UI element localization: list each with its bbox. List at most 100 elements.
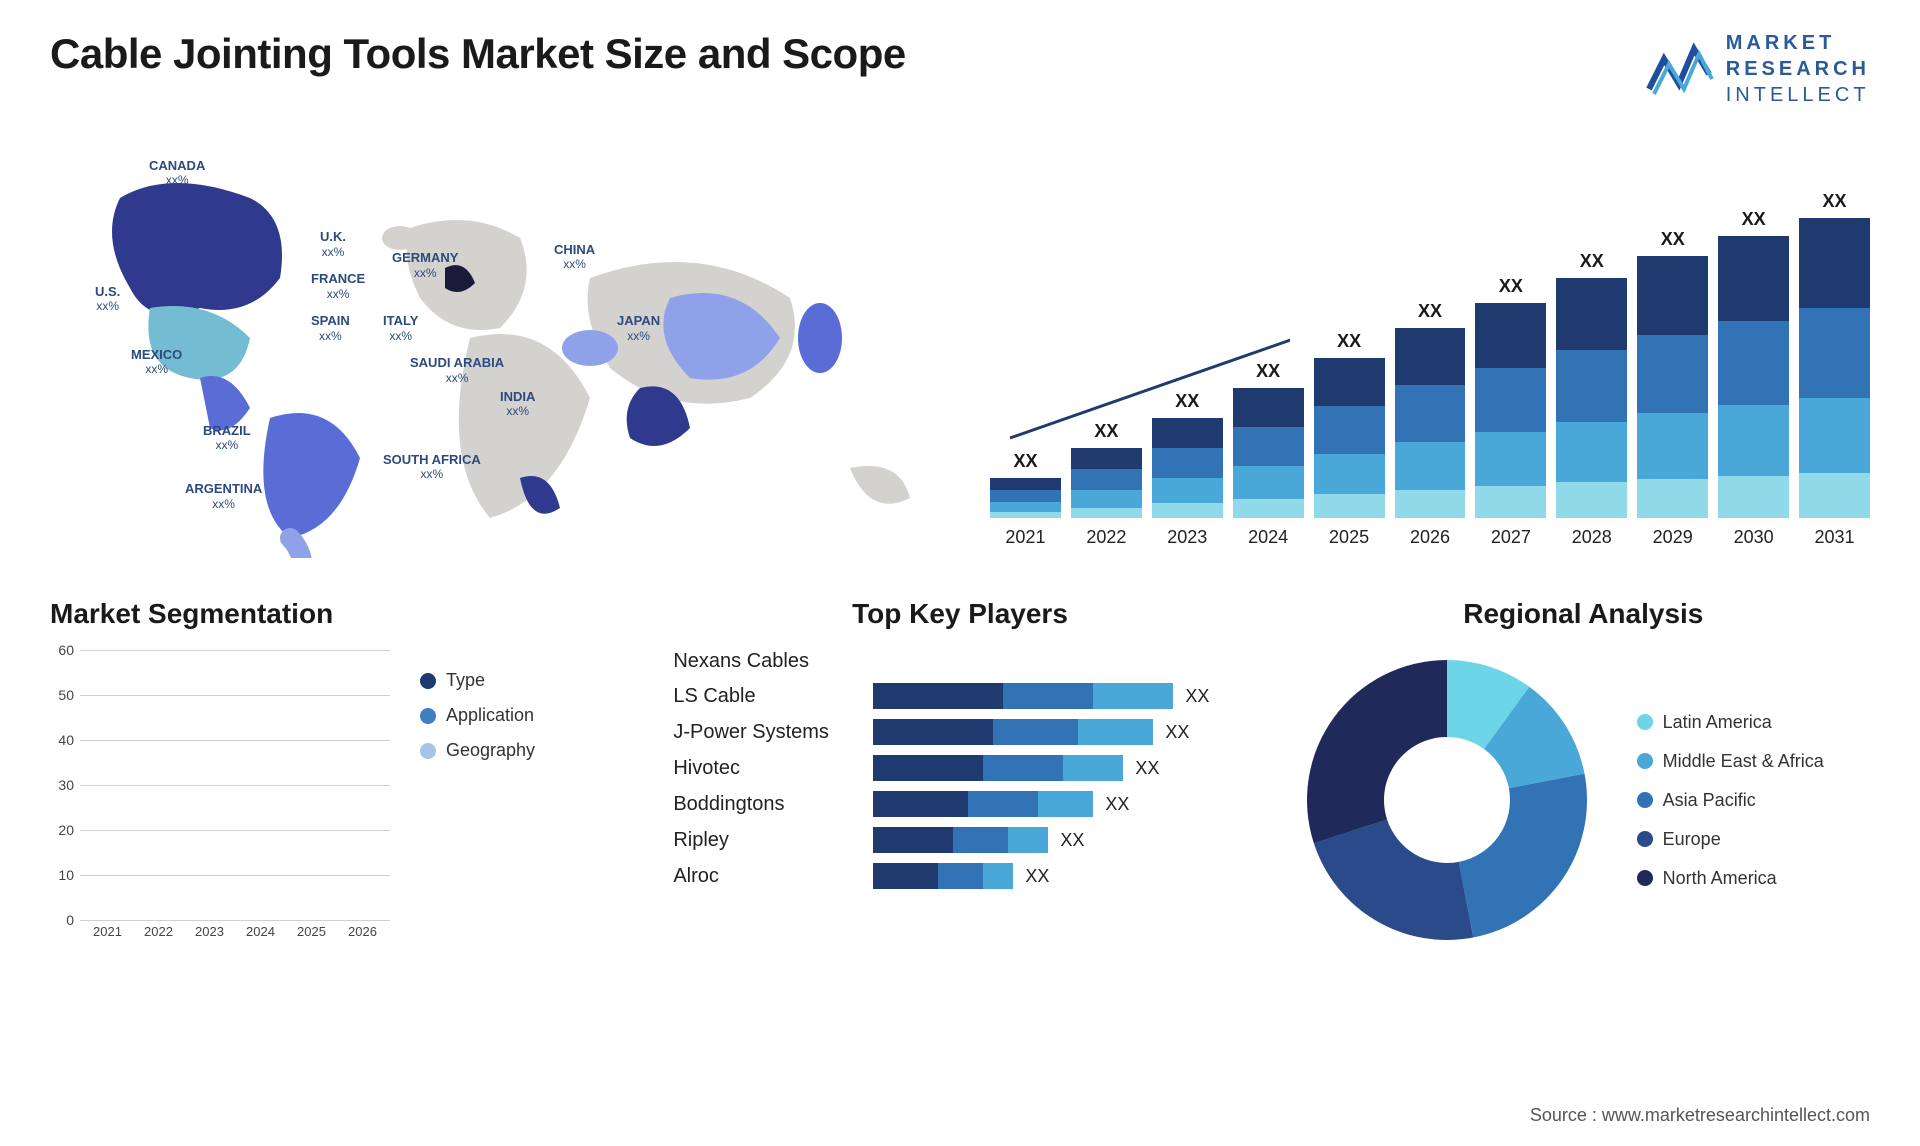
player-name: Alroc: [673, 865, 853, 888]
growth-bar-column: XX: [1718, 209, 1789, 518]
player-bar: [873, 719, 1153, 745]
legend-item: Type: [420, 670, 535, 691]
segmentation-chart: 0102030405060 202120222023202420252026: [50, 650, 390, 950]
player-name: Hivotec: [673, 757, 853, 780]
legend-item: Application: [420, 705, 535, 726]
player-row: HivotecXX: [673, 755, 1246, 781]
map-label: FRANCExx%: [311, 272, 365, 301]
player-value: XX: [1165, 722, 1189, 743]
growth-bar-column: XX: [1071, 421, 1142, 518]
map-label: INDIAxx%: [500, 390, 535, 419]
legend-dot: [1637, 870, 1653, 886]
growth-x-label: 2022: [1071, 527, 1142, 548]
growth-bar-column: XX: [990, 451, 1061, 518]
growth-x-label: 2026: [1395, 527, 1466, 548]
growth-bar-column: XX: [1799, 191, 1870, 518]
seg-y-tick: 40: [58, 732, 74, 748]
player-row: Boddingtons XX: [673, 791, 1246, 817]
seg-x-label: 2021: [86, 924, 129, 950]
legend-label: Asia Pacific: [1663, 790, 1756, 811]
growth-bar-label: XX: [1580, 251, 1604, 272]
logo-text: MARKET RESEARCH INTELLECT: [1726, 30, 1870, 108]
growth-bar-column: XX: [1233, 361, 1304, 518]
growth-x-label: 2023: [1152, 527, 1223, 548]
map-label: SOUTH AFRICAxx%: [383, 453, 481, 482]
growth-bar-label: XX: [1256, 361, 1280, 382]
seg-y-tick: 60: [58, 642, 74, 658]
player-value: XX: [1025, 866, 1049, 887]
legend-item: Middle East & Africa: [1637, 751, 1824, 772]
player-bar: [873, 827, 1048, 853]
players-panel: Top Key Players Nexans CablesLS CableXXJ…: [673, 598, 1246, 978]
growth-bar-label: XX: [1742, 209, 1766, 230]
seg-x-label: 2022: [137, 924, 180, 950]
player-name: Ripley: [673, 829, 853, 852]
players-list: Nexans Cables LS Cable XX J-Power Systems XX…: [673, 650, 1246, 889]
seg-x-label: 2025: [290, 924, 333, 950]
legend-label: Type: [446, 670, 485, 691]
players-title: Top Key Players: [673, 598, 1246, 630]
legend-dot: [1637, 753, 1653, 769]
legend-dot: [420, 743, 436, 759]
player-value: XX: [1105, 794, 1129, 815]
growth-bar-column: XX: [1314, 331, 1385, 518]
segmentation-legend: Type Application Geography: [420, 670, 535, 950]
page-title: Cable Jointing Tools Market Size and Sco…: [50, 30, 906, 78]
map-label: JAPANxx%: [617, 314, 660, 343]
map-label: ITALYxx%: [383, 314, 418, 343]
seg-y-tick: 10: [58, 867, 74, 883]
seg-x-label: 2023: [188, 924, 231, 950]
world-map-panel: CANADAxx%U.S.xx%MEXICOxx%BRAZILxx%ARGENT…: [50, 138, 950, 558]
legend-item: Geography: [420, 740, 535, 761]
regional-donut: [1297, 650, 1597, 950]
seg-x-label: 2026: [341, 924, 384, 950]
segmentation-panel: Market Segmentation 0102030405060 202120…: [50, 598, 623, 978]
growth-x-axis: 2021202220232024202520262027202820292030…: [990, 527, 1870, 548]
growth-chart-panel: XXXXXXXXXXXXXXXXXXXXXX 20212022202320242…: [990, 138, 1870, 558]
growth-x-label: 2030: [1718, 527, 1789, 548]
map-label: U.K.xx%: [320, 230, 346, 259]
player-bar: [873, 683, 1173, 709]
legend-label: Europe: [1663, 829, 1721, 850]
donut-segment: [1307, 660, 1447, 843]
player-row: Nexans Cables: [673, 650, 1246, 673]
seg-y-tick: 50: [58, 687, 74, 703]
growth-bar-label: XX: [1013, 451, 1037, 472]
legend-label: Middle East & Africa: [1663, 751, 1824, 772]
player-name: Boddingtons: [673, 793, 853, 816]
donut-segment: [1458, 774, 1586, 938]
player-name: J-Power Systems: [673, 721, 853, 744]
growth-bar-label: XX: [1499, 276, 1523, 297]
seg-y-tick: 0: [66, 912, 74, 928]
map-label: BRAZILxx%: [203, 424, 251, 453]
map-label: MEXICOxx%: [131, 348, 182, 377]
legend-label: Latin America: [1663, 712, 1772, 733]
growth-x-label: 2025: [1314, 527, 1385, 548]
growth-x-label: 2028: [1556, 527, 1627, 548]
growth-x-label: 2021: [990, 527, 1061, 548]
seg-y-tick: 30: [58, 777, 74, 793]
map-label: U.S.xx%: [95, 285, 120, 314]
player-bar: [873, 791, 1093, 817]
growth-bar-label: XX: [1661, 229, 1685, 250]
legend-item: Latin America: [1637, 712, 1824, 733]
donut-segment: [1314, 819, 1473, 940]
player-name: LS Cable: [673, 685, 853, 708]
regional-title: Regional Analysis: [1297, 598, 1870, 630]
legend-dot: [1637, 831, 1653, 847]
legend-dot: [1637, 792, 1653, 808]
legend-item: North America: [1637, 868, 1824, 889]
growth-bar-column: XX: [1556, 251, 1627, 518]
legend-label: Application: [446, 705, 534, 726]
seg-y-tick: 20: [58, 822, 74, 838]
growth-x-label: 2031: [1799, 527, 1870, 548]
legend-dot: [420, 708, 436, 724]
growth-bar-column: XX: [1637, 229, 1708, 518]
player-bar: [873, 755, 1123, 781]
header: Cable Jointing Tools Market Size and Sco…: [50, 30, 1870, 108]
legend-item: Europe: [1637, 829, 1824, 850]
source-text: Source : www.marketresearchintellect.com: [1530, 1105, 1870, 1126]
seg-x-label: 2024: [239, 924, 282, 950]
player-row: J-Power Systems XX: [673, 719, 1246, 745]
growth-x-label: 2029: [1637, 527, 1708, 548]
